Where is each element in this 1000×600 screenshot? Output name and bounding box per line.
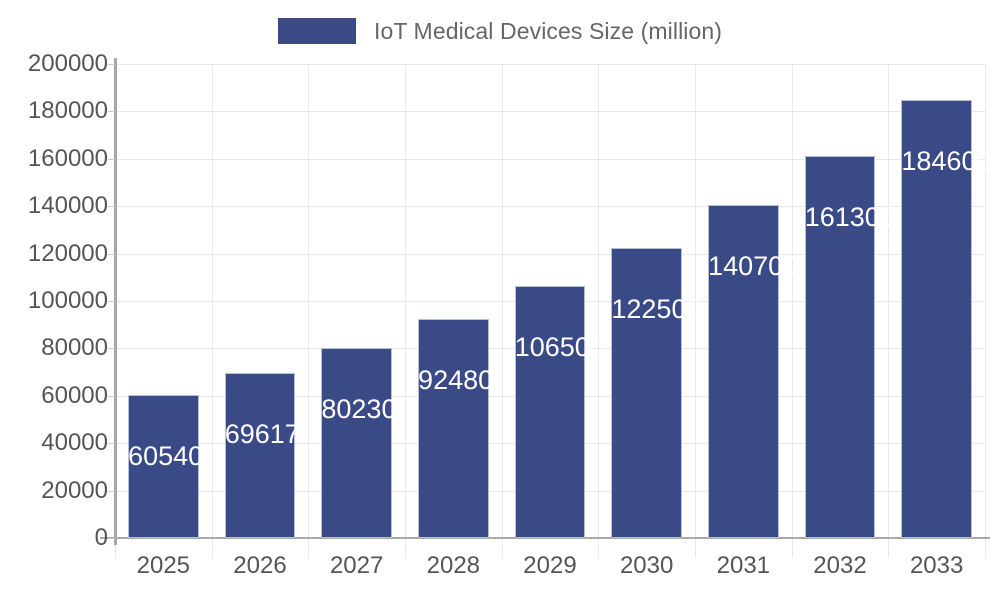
bar [321,347,392,538]
gridline-horizontal [115,206,985,208]
gridline-vertical [695,64,696,558]
y-axis-tick-mark [108,348,115,349]
bar [224,373,296,538]
y-axis-tick-label: 100000 [27,287,108,314]
y-axis-tick-mark [108,396,115,397]
chart-legend: IoT Medical Devices Size (million) [0,12,1000,50]
y-axis-tick-label: 60000 [41,381,108,409]
y-axis-tick-label: 40000 [41,429,108,457]
gridline-vertical [405,64,406,558]
y-axis-tick-label: 0 [94,524,108,551]
y-axis-tick-mark [108,301,115,302]
x-axis-tick-labels: 2025 2026 2027 2028 2029 2030 2031 2032 2033 [115,552,985,592]
gridline-vertical [308,64,309,558]
x-axis-tick-label: 2028 [426,552,481,579]
y-axis-tick-mark [108,443,115,444]
legend-color-swatch [277,18,356,44]
y-axis-tick-mark [108,491,115,492]
y-axis-tick-mark [108,111,115,112]
bar [418,318,489,538]
bar [514,285,586,538]
y-axis-line [114,58,117,545]
y-axis-tick-label: 120000 [27,239,108,267]
gridline-vertical [502,64,503,558]
gridline-vertical [888,64,889,558]
gridline-horizontal [115,111,985,113]
gridline-vertical [212,64,213,558]
x-axis-tick-label: 2030 [619,552,674,579]
x-axis-tick-label: 2026 [233,552,287,579]
x-axis-tick-label: 2027 [329,552,384,579]
bar [901,100,972,538]
y-axis-tick-mark [108,64,115,65]
x-axis-line [100,537,990,539]
y-axis-tick-mark [108,159,115,160]
bar [611,247,682,538]
gridline-horizontal [115,158,985,160]
gridline-horizontal [115,253,985,255]
y-axis-tick-mark [108,254,115,255]
y-axis-tick-label: 180000 [27,97,108,125]
y-axis-tick-label: 160000 [27,144,108,172]
legend-label: IoT Medical Devices Size (million) [373,17,723,44]
x-axis-tick-label: 2033 [909,552,964,579]
bar [128,394,199,538]
y-axis-tick-mark [108,206,115,207]
gridline-horizontal [115,64,985,65]
y-axis-tick-label: 20000 [41,476,108,504]
y-axis-tick-label: 80000 [41,334,108,362]
bar [708,204,779,538]
y-axis-tick-label: 140000 [27,192,108,220]
gridline-vertical [985,64,986,558]
y-axis-tick-labels: 0 20000 40000 60000 80000 100000 120000 140000 1… [0,0,115,600]
x-axis-tick-label: 2032 [813,552,867,579]
bar [804,155,876,538]
x-axis-tick-label: 2029 [523,552,577,579]
gridline-vertical [792,64,793,558]
y-axis-tick-mark [108,538,115,539]
y-axis-tick-label: 200000 [27,50,108,77]
gridline-vertical [598,64,599,558]
x-axis-tick-label: 2031 [716,552,771,579]
x-axis-tick-label: 2025 [136,552,191,579]
